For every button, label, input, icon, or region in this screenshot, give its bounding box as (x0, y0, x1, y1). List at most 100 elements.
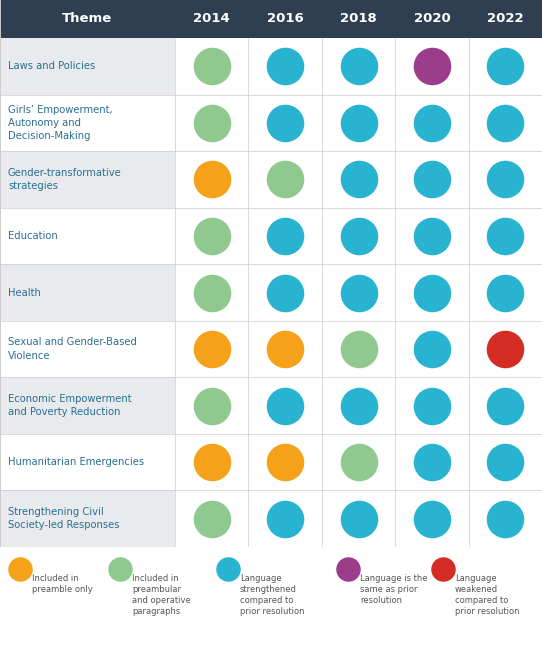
Text: Education: Education (8, 231, 58, 241)
Text: Language
weakened
compared to
prior resolution: Language weakened compared to prior reso… (455, 574, 519, 616)
Text: 2022: 2022 (487, 12, 524, 26)
Point (501, 400, 509, 411)
Bar (0, 321, 175, 377)
Bar (322, 38, 395, 95)
Point (501, 287, 509, 298)
Bar (248, 151, 322, 208)
Point (501, 514, 509, 524)
Bar (469, 208, 542, 264)
Bar (0, 208, 175, 264)
Bar (469, 434, 542, 490)
Point (501, 118, 509, 128)
Bar (395, 208, 469, 264)
Point (281, 287, 289, 298)
Bar (175, 321, 248, 377)
Point (208, 231, 216, 241)
Bar (175, 490, 248, 547)
Point (428, 118, 436, 128)
Point (281, 514, 289, 524)
Text: 2016: 2016 (267, 12, 304, 26)
Bar (322, 490, 395, 547)
Point (428, 514, 436, 524)
Bar (175, 95, 248, 151)
Bar (395, 490, 469, 547)
Bar (395, 377, 469, 434)
Bar (0, 264, 175, 321)
Point (281, 400, 289, 411)
Bar (248, 208, 322, 264)
Bar (0, 38, 175, 95)
Text: 2020: 2020 (414, 12, 450, 26)
Point (208, 344, 216, 354)
Point (354, 231, 363, 241)
Point (208, 61, 216, 72)
Bar (0, 377, 175, 434)
Point (208, 174, 216, 185)
Text: 2018: 2018 (340, 12, 377, 26)
Text: Included in
preambular
and operative
paragraphs: Included in preambular and operative par… (132, 574, 191, 616)
Point (354, 287, 363, 298)
Bar (175, 377, 248, 434)
Bar (248, 95, 322, 151)
Text: Strengthening Civil
Society-led Responses: Strengthening Civil Society-led Response… (8, 507, 119, 530)
Bar (248, 38, 322, 95)
Bar (322, 208, 395, 264)
Bar (469, 321, 542, 377)
Bar (0, 0, 542, 38)
Bar (395, 95, 469, 151)
Point (281, 61, 289, 72)
Bar (322, 321, 395, 377)
Point (354, 514, 363, 524)
Text: Gender-transformative
strategies: Gender-transformative strategies (8, 168, 122, 191)
Point (428, 61, 436, 72)
Bar (469, 95, 542, 151)
Bar (395, 434, 469, 490)
Text: Laws and Policies: Laws and Policies (8, 61, 95, 71)
Bar (322, 377, 395, 434)
Point (115, 564, 124, 574)
Bar (175, 208, 248, 264)
Bar (322, 151, 395, 208)
Bar (175, 151, 248, 208)
Bar (469, 264, 542, 321)
Point (354, 118, 363, 128)
Bar (395, 264, 469, 321)
Point (281, 118, 289, 128)
Text: Theme: Theme (62, 12, 113, 26)
Text: Sexual and Gender-Based
Violence: Sexual and Gender-Based Violence (8, 338, 137, 361)
Point (428, 344, 436, 354)
Text: Language
strengthened
compared to
prior resolution: Language strengthened compared to prior … (240, 574, 305, 616)
Bar (322, 434, 395, 490)
Bar (248, 377, 322, 434)
Point (428, 287, 436, 298)
Point (354, 61, 363, 72)
Point (501, 231, 509, 241)
Point (354, 400, 363, 411)
Text: Humanitarian Emergencies: Humanitarian Emergencies (8, 457, 144, 467)
Point (208, 457, 216, 467)
Bar (175, 434, 248, 490)
Point (281, 231, 289, 241)
Point (501, 344, 509, 354)
Bar (395, 151, 469, 208)
Point (208, 118, 216, 128)
Bar (322, 264, 395, 321)
Bar (248, 264, 322, 321)
Bar (0, 490, 175, 547)
Bar (248, 490, 322, 547)
Bar (0, 151, 175, 208)
Point (428, 400, 436, 411)
Point (501, 457, 509, 467)
Point (428, 457, 436, 467)
Bar (175, 38, 248, 95)
Point (354, 174, 363, 185)
Bar (469, 490, 542, 547)
Point (281, 174, 289, 185)
Bar (322, 95, 395, 151)
Bar (469, 377, 542, 434)
Point (208, 400, 216, 411)
Point (354, 457, 363, 467)
Point (354, 344, 363, 354)
Point (344, 564, 352, 574)
Bar (469, 151, 542, 208)
